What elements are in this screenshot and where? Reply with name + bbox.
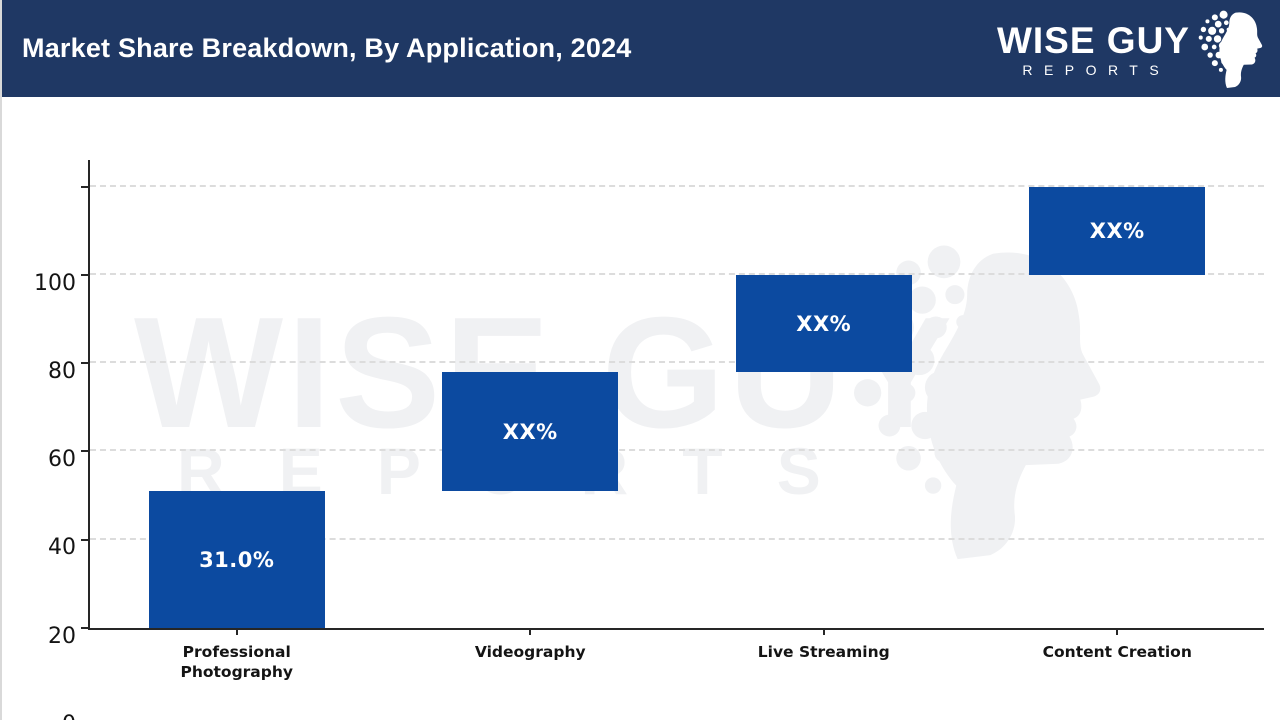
y-axis-line [88, 160, 90, 630]
gridline [90, 272, 1264, 275]
x-category-label: Videography [474, 643, 586, 661]
x-category-label: Professional Photography [180, 643, 294, 681]
brand-name: WISE GUY [996, 19, 1190, 61]
y-tick-label: 0 [2, 712, 76, 720]
y-axis-tick [81, 185, 89, 188]
y-axis-tick [81, 538, 89, 541]
page-title: Market Share Breakdown, By Application, … [22, 33, 632, 63]
bar-segment: XX% [1029, 186, 1206, 275]
x-axis-tick [1116, 628, 1119, 635]
x-axis-line [88, 628, 1264, 630]
bar-value-label: 31.0% [199, 547, 275, 572]
x-category-label: Live Streaming [757, 643, 890, 661]
y-axis-tick [81, 362, 89, 365]
gridline [90, 537, 1264, 540]
y-tick-label: 80 [48, 358, 76, 384]
x-axis-tick [235, 628, 238, 635]
y-axis-tick [81, 627, 89, 629]
gridline [90, 361, 1264, 364]
plot-region: 31.0% Professional Photography XX% Videograp… [81, 160, 1264, 681]
gridline [90, 449, 1264, 452]
header-bar: Market Share Breakdown, By Application, … [2, 0, 1280, 97]
x-category-label: Content Creation [1042, 643, 1192, 661]
chart-area: WISE GUY REPORTS 020406080100 31.0%Profe… [2, 97, 1280, 720]
x-axis-tick [529, 628, 532, 635]
y-axis-tick [81, 450, 89, 453]
y-axis-tick [81, 273, 89, 276]
bar-segment: 31.0% [148, 491, 325, 628]
head-profile-icon [1198, 10, 1263, 89]
bar-value-label: XX% [1089, 218, 1145, 243]
brand-subtitle: REPORTS [1022, 61, 1171, 78]
bar-segment: XX% [735, 274, 912, 373]
y-axis-labels: 0 20 40 60 80 100 [2, 257, 76, 720]
bar-segment: XX% [442, 372, 619, 492]
y-tick-label: 40 [48, 535, 76, 561]
gridline [90, 184, 1264, 187]
x-axis-tick [822, 628, 825, 635]
bar-value-label: XX% [796, 311, 852, 336]
y-tick-label: 60 [48, 447, 76, 473]
y-tick-label: 100 [34, 270, 76, 296]
brand-logo: WISE GUY REPORTS [997, 6, 1268, 92]
bar-value-label: XX% [502, 419, 558, 444]
y-tick-label: 20 [48, 623, 76, 649]
brand-wordmark: WISE GUY REPORTS [996, 19, 1190, 78]
